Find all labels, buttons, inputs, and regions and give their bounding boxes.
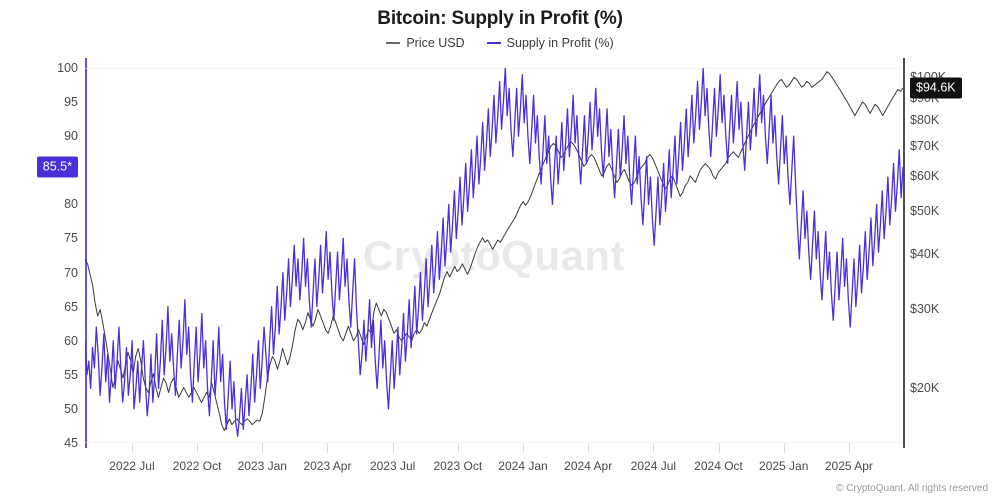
x-axis-tick-label: 2022 Oct: [172, 459, 222, 473]
x-axis-tick-mark: [653, 443, 655, 453]
left-axis-tick: 60: [64, 333, 78, 348]
x-axis-tick-mark: [131, 443, 133, 453]
legend-label-supply-in-profit: Supply in Profit (%): [506, 36, 614, 50]
legend-item-price-usd[interactable]: Price USD: [386, 36, 465, 50]
x-axis-tick-mark: [588, 443, 590, 453]
right-axis-tick: $70K: [910, 139, 940, 154]
series-line-price-usd: [85, 71, 903, 432]
x-axis-tick-mark: [197, 443, 199, 453]
left-axis-tick: 75: [64, 231, 78, 246]
left-axis-tick: 70: [64, 265, 78, 280]
right-axis-tick: $60K: [910, 168, 940, 183]
right-axis-tick: $40K: [910, 246, 940, 261]
left-axis-tick: 100: [57, 61, 78, 75]
page-title: Bitcoin: Supply in Profit (%): [377, 8, 623, 29]
x-axis-tick-mark: [392, 443, 394, 453]
left-axis-tick: 95: [64, 95, 78, 110]
right-axis-tick: $20K: [910, 380, 940, 395]
x-axis-tick-label: 2024 Jul: [630, 459, 677, 473]
x-axis-tick-mark: [457, 443, 459, 453]
line-dash-icon: [486, 42, 501, 44]
x-axis-tick-mark: [783, 443, 785, 453]
right-axis-value-badge: $94.6K: [910, 77, 962, 99]
left-axis: 100959085807570656055504585.5*: [0, 0, 78, 500]
right-axis-line: [903, 58, 905, 448]
chart-canvas: [85, 68, 903, 443]
bottom-axis: 2022 Jul 2022 Oct 2023 Jan 2023 Apr 2023 Jul…: [85, 443, 903, 483]
plot-area[interactable]: CryptoQuant: [85, 68, 903, 443]
x-axis-tick-mark: [327, 443, 329, 453]
right-axis: $20K$30K$40K$50K$60K$70K$80K$90K$100K$94…: [910, 0, 1000, 500]
left-axis-line: [85, 58, 87, 448]
legend-item-supply-in-profit[interactable]: Supply in Profit (%): [486, 36, 614, 50]
x-axis-tick-label: 2023 Apr: [303, 459, 352, 473]
x-axis-tick-label: 2024 Jan: [498, 459, 548, 473]
left-axis-tick: 90: [64, 129, 78, 144]
x-axis-tick-label: 2025 Apr: [824, 459, 873, 473]
right-axis-tick: $30K: [910, 302, 940, 317]
x-axis-tick-mark: [523, 443, 524, 453]
left-axis-tick: 45: [64, 436, 78, 450]
right-axis-tick: $50K: [910, 203, 940, 218]
left-axis-tick: 65: [64, 299, 78, 314]
x-axis-tick-mark: [262, 443, 264, 453]
x-axis-tick-label: 2024 Apr: [564, 459, 613, 473]
x-axis-tick-label: 2023 Oct: [433, 459, 483, 473]
copyright-notice: © CryptoQuant. All rights reserved: [836, 483, 988, 494]
x-axis-tick-label: 2023 Jan: [237, 459, 287, 473]
x-axis-tick-label: 2024 Oct: [694, 459, 743, 473]
line-dash-icon: [386, 42, 401, 44]
series-line-supply-in-profit: [85, 68, 903, 437]
x-axis-tick-mark: [718, 443, 720, 453]
legend-label-price-usd: Price USD: [406, 36, 465, 50]
x-axis-tick-label: 2022 Jul: [109, 459, 155, 473]
x-axis-tick-label: 2025 Jan: [759, 459, 809, 473]
left-axis-value-badge: 85.5*: [36, 156, 78, 178]
x-axis-tick-mark: [848, 443, 850, 453]
x-axis-tick-label: 2023 Jul: [369, 459, 416, 473]
left-axis-tick: 50: [64, 401, 78, 416]
left-axis-tick: 55: [64, 367, 78, 382]
chart-legend: Price USD Supply in Profit (%): [0, 36, 1000, 50]
left-axis-tick: 80: [64, 197, 78, 212]
right-axis-tick: $80K: [910, 113, 940, 128]
